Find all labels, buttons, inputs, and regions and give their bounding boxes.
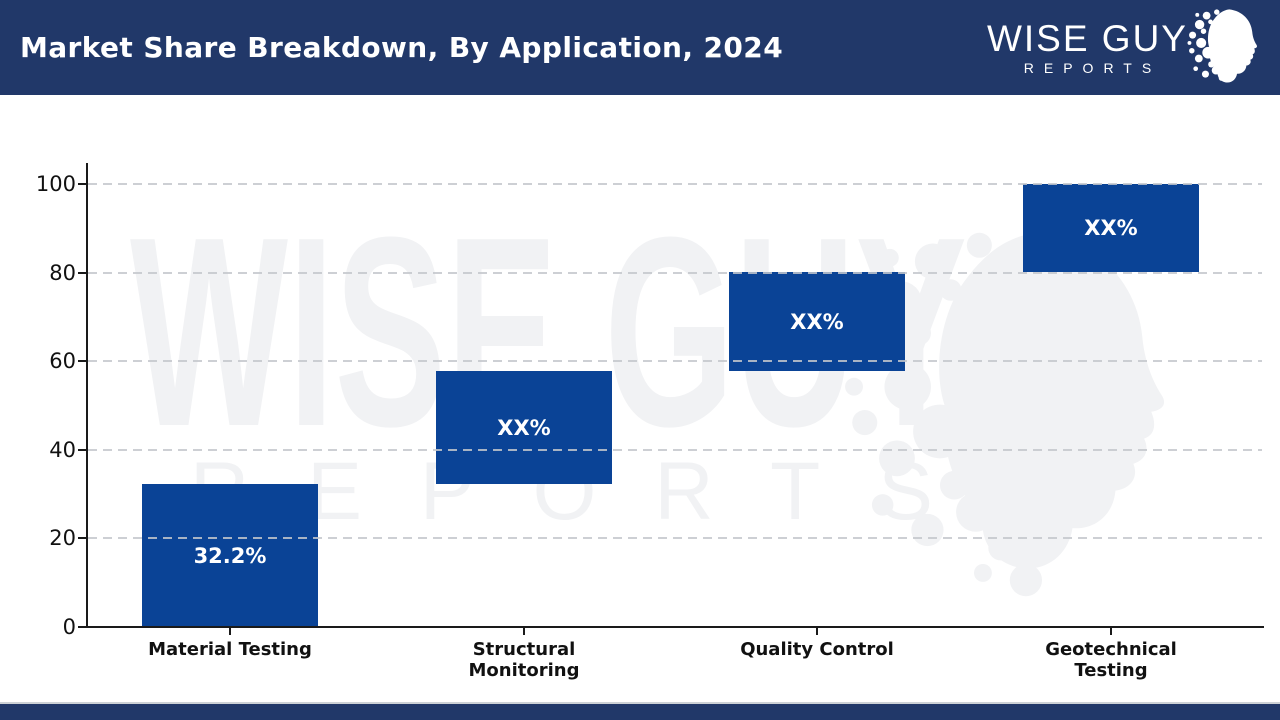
y-axis-tick-label: 0 (62, 615, 76, 639)
x-axis-line (86, 626, 1264, 628)
bar-value-label: XX% (497, 415, 551, 440)
x-axis-category-label-line: Monitoring (468, 660, 580, 681)
bar-material-testing: 32.2% (142, 484, 318, 627)
y-axis-tick-label: 80 (49, 260, 76, 285)
x-axis-category-label: Geotechnical Testing (961, 639, 1261, 681)
y-axis-tick (78, 271, 86, 274)
x-axis-tick (1110, 628, 1112, 635)
x-axis-tick (816, 628, 818, 635)
gridline (88, 537, 1262, 540)
x-axis-tick (229, 628, 231, 635)
chart-title: Market Share Breakdown, By Application, … (20, 31, 784, 64)
wiseguy-logo: WISE GUY REPORTS (987, 6, 1262, 90)
x-axis-category-label: Material Testing (80, 639, 380, 660)
x-axis-category-label-line: Testing (1074, 660, 1148, 681)
bar-geotechnical-testing: XX% (1023, 184, 1199, 272)
logo-wordmark-sub: REPORTS (1023, 59, 1162, 76)
y-axis-line (86, 163, 88, 628)
x-axis-category-label-line: Quality Control (740, 639, 894, 660)
header-bar: Market Share Breakdown, By Application, … (0, 0, 1280, 95)
logo-wordmark: WISE GUY REPORTS (987, 20, 1188, 76)
y-axis-tick-label: 100 (35, 172, 76, 196)
x-axis-tick (523, 628, 525, 635)
x-axis-category-label: Quality Control (667, 639, 967, 660)
y-axis-tick (78, 183, 86, 185)
y-axis-tick (78, 626, 86, 628)
logo-head-icon (1187, 8, 1257, 83)
bar-structural-monitoring: XX% (436, 371, 612, 485)
y-axis-tick-label: 40 (49, 437, 76, 462)
bar-quality-control: XX% (729, 271, 905, 372)
logo-wordmark-main: WISE GUY (986, 17, 1188, 59)
y-axis-tick-label: 60 (49, 349, 76, 374)
footer-bar (0, 702, 1280, 720)
y-axis-tick (78, 448, 86, 451)
y-axis-tick-label: 20 (49, 526, 76, 551)
gridline (88, 271, 1262, 274)
bar-value-label: 32.2% (193, 543, 267, 568)
gridline (88, 360, 1262, 363)
x-axis-category-label: Structural Monitoring (374, 639, 674, 681)
y-axis-tick (78, 360, 86, 363)
x-axis-category-label-line: Geotechnical (1045, 639, 1177, 660)
bar-value-label: XX% (790, 309, 844, 334)
gridline (88, 448, 1262, 451)
gridline (88, 183, 1262, 185)
y-axis-tick (78, 537, 86, 540)
bar-value-label: XX% (1084, 215, 1138, 240)
x-axis-category-label-line: Material Testing (148, 639, 312, 660)
x-axis-category-label-line: Structural (472, 639, 576, 660)
